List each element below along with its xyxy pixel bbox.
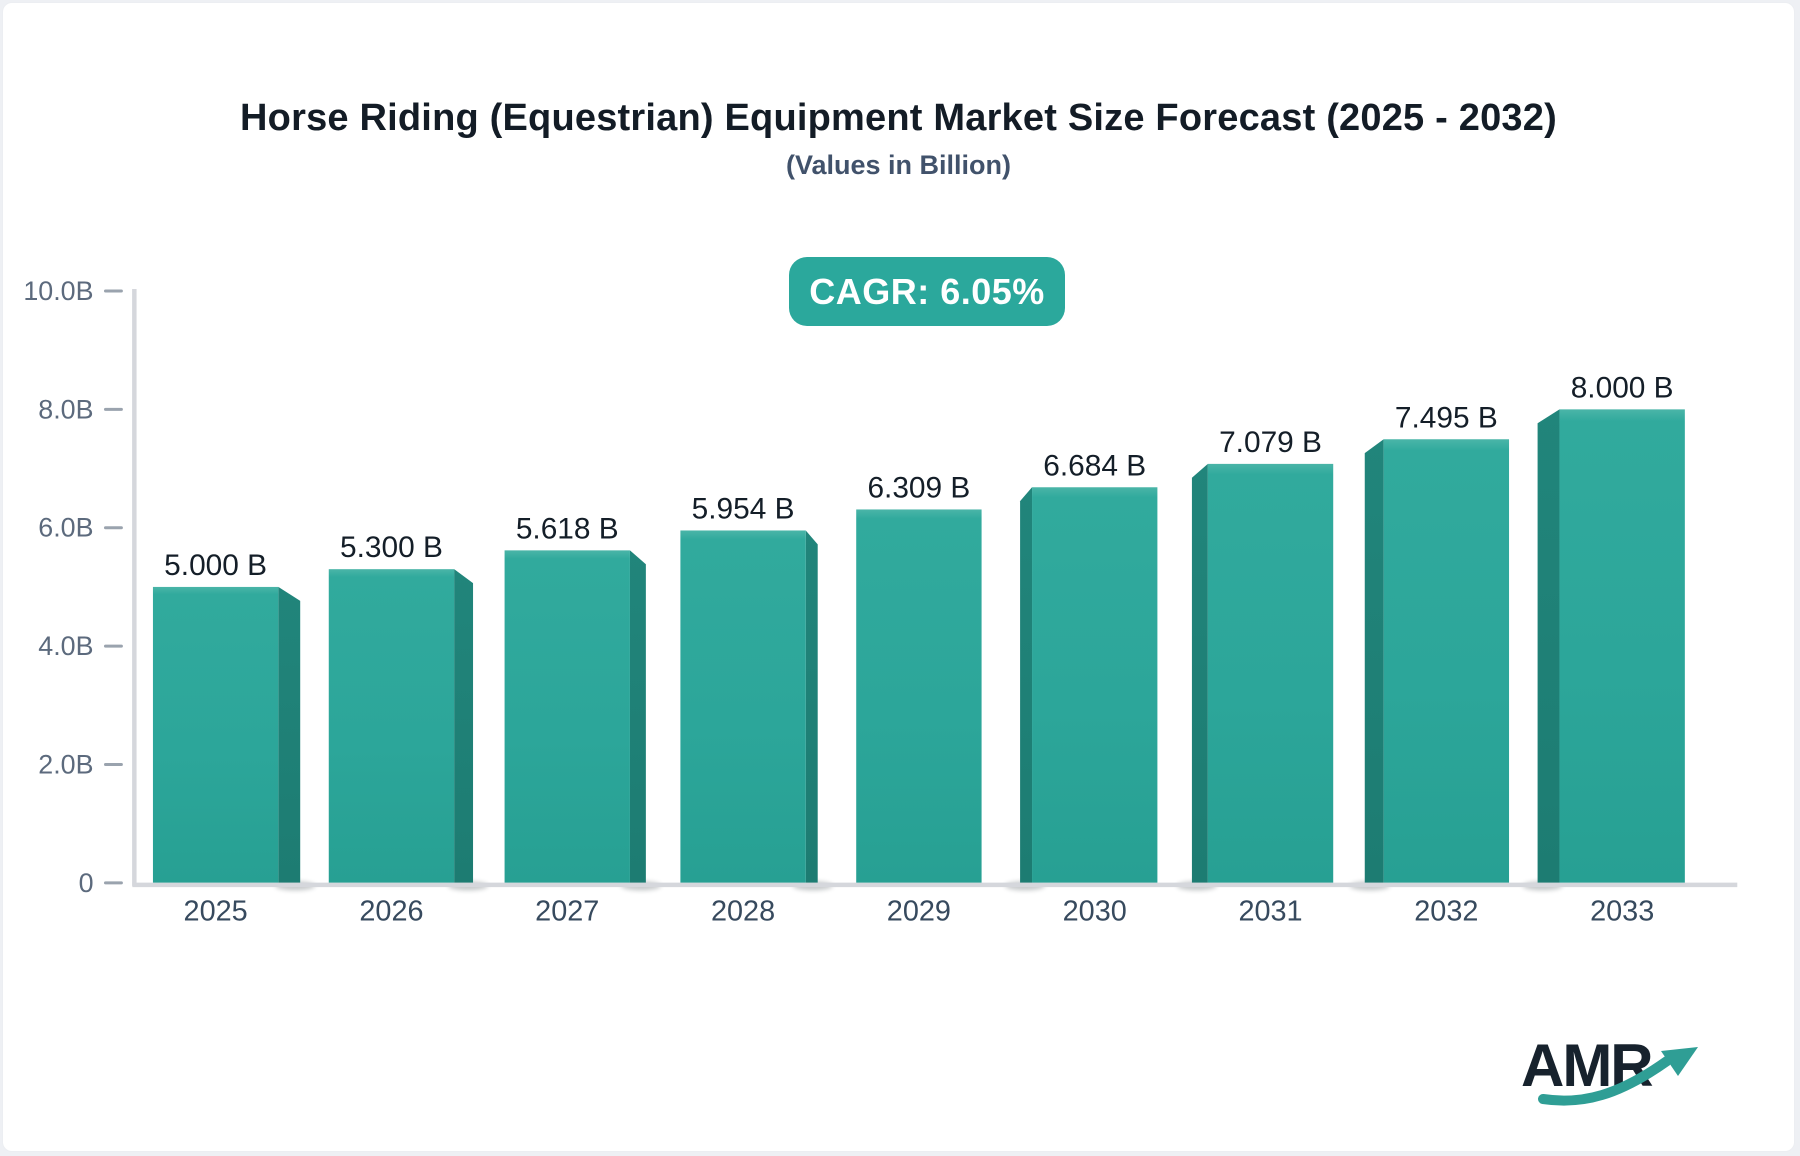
amr-logo: AMR xyxy=(1521,1032,1698,1106)
bar-side-face xyxy=(1191,463,1208,883)
y-tick-label: 8.0B xyxy=(38,394,93,424)
bar-side-face xyxy=(805,530,818,883)
bar-side-face xyxy=(278,586,301,883)
bar-group: 6.309 B 2029 xyxy=(856,472,982,928)
x-tick-label: 2028 xyxy=(711,896,775,928)
bar-group: 6.684 B 2030 xyxy=(1005,449,1158,928)
bar-value-label: 6.684 B xyxy=(1043,449,1146,482)
x-tick-label: 2032 xyxy=(1414,896,1478,928)
bar-group: 5.000 B 2025 xyxy=(152,549,316,928)
bar-group: 5.618 B 2027 xyxy=(504,512,661,928)
bar xyxy=(1559,409,1685,883)
y-tick-label: 0 xyxy=(79,868,94,898)
y-tick-label: 2.0B xyxy=(38,749,93,779)
bar-side-face xyxy=(454,569,474,883)
logo-text: AMR xyxy=(1521,1032,1653,1099)
bar-side-face xyxy=(1537,409,1560,883)
bar-side-face xyxy=(1364,439,1384,883)
bar-value-label: 5.954 B xyxy=(692,493,795,526)
bar-value-label: 5.300 B xyxy=(340,531,443,564)
bar-group: 7.079 B 2031 xyxy=(1177,426,1334,928)
x-tick-label: 2027 xyxy=(535,896,599,928)
x-tick-label: 2031 xyxy=(1238,896,1302,928)
bar xyxy=(856,509,982,883)
x-tick-label: 2029 xyxy=(887,896,951,928)
bar-group: 8.000 B 2033 xyxy=(1522,371,1685,928)
y-tick-label: 6.0B xyxy=(38,513,93,543)
bar-group: 5.954 B 2028 xyxy=(680,493,833,928)
x-tick-label: 2026 xyxy=(359,896,423,928)
growth-arrow-icon xyxy=(1538,1047,1698,1106)
cagr-badge: CAGR: 6.05% xyxy=(789,257,1065,326)
page-subtitle: (Values in Billion) xyxy=(785,150,1012,180)
bar-group: 7.495 B 2032 xyxy=(1349,401,1510,928)
y-tick-label: 4.0B xyxy=(38,631,93,661)
y-tick-label: 10.0B xyxy=(23,276,93,306)
bar xyxy=(680,530,806,883)
bar-chart: 0 2.0B 4.0B 6.0B 8.0B 10.0B 5.000 B 2025 5.300 B… xyxy=(23,276,1738,928)
bar-value-label: 6.309 B xyxy=(867,472,970,505)
x-tick-label: 2025 xyxy=(184,896,248,928)
bar-value-label: 8.000 B xyxy=(1571,371,1674,404)
bar-side-face xyxy=(1020,487,1033,883)
x-tick-label: 2033 xyxy=(1590,896,1654,928)
bar-side-face xyxy=(629,550,646,883)
bar-value-label: 5.618 B xyxy=(516,512,619,545)
bar-group: 5.300 B 2026 xyxy=(328,531,488,928)
bar xyxy=(1383,439,1510,883)
bar xyxy=(328,569,455,883)
bar xyxy=(1032,487,1158,883)
bar xyxy=(504,550,630,883)
bar-value-label: 7.079 B xyxy=(1219,426,1322,459)
bar-value-label: 5.000 B xyxy=(164,549,267,582)
page-title: Horse Riding (Equestrian) Equipment Mark… xyxy=(240,97,1557,139)
x-tick-label: 2030 xyxy=(1063,896,1127,928)
bar xyxy=(1207,463,1334,883)
bar xyxy=(152,586,279,883)
bar-value-label: 7.495 B xyxy=(1395,401,1498,434)
